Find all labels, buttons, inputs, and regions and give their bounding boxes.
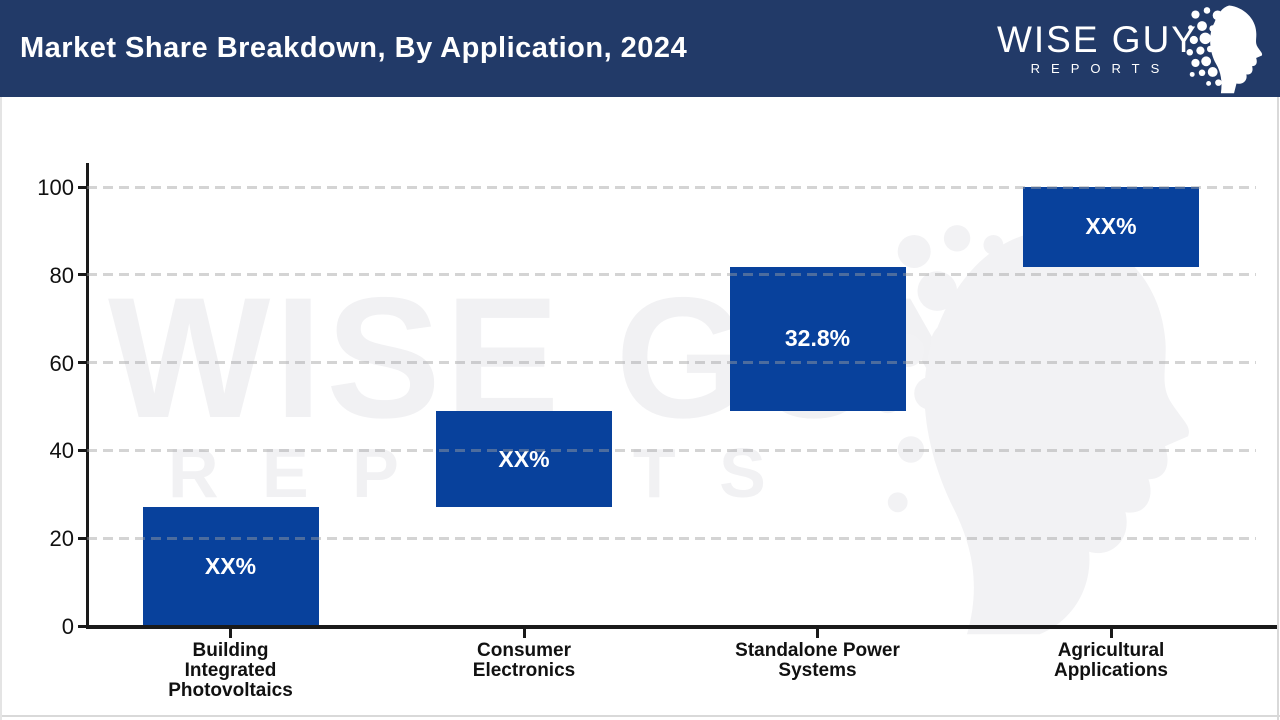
category-label-consumer-electronics: Consumer Electronics: [409, 641, 639, 681]
header: Market Share Breakdown, By Application, …: [0, 0, 1280, 97]
category-label-line: Applications: [1053, 660, 1168, 681]
bar-value-label-standalone-power-systems: 32.8%: [784, 325, 851, 352]
category-label-line: Photovoltaics: [168, 680, 293, 701]
watermark-head-icon: [874, 225, 1189, 635]
gridline-60: [87, 361, 1256, 365]
y-axis-spine: [86, 163, 89, 628]
category-label-line: Consumer: [477, 640, 571, 661]
chart-title: Market Share Breakdown, By Application, …: [20, 32, 688, 64]
category-label-line: Electronics: [472, 660, 576, 681]
category-label-line: Building: [192, 640, 269, 661]
figure-border-bottom: [0, 715, 1280, 717]
category-label-line: Agricultural: [1057, 640, 1165, 661]
y-tick-label-40: 40: [49, 438, 74, 464]
bar-value-label-building-integrated-photovoltaics: XX%: [204, 553, 257, 580]
bar-standalone-power-systems: 32.8%: [729, 266, 906, 411]
y-tick-label-20: 20: [49, 526, 74, 552]
logo-text: WISE GUY REPORTS: [996, 19, 1198, 77]
category-label-line: Integrated: [184, 660, 277, 681]
figure-border-left: [0, 0, 2, 720]
category-label-agricultural-applications: Agricultural Applications: [996, 641, 1226, 681]
y-tick-mark-100: [78, 185, 87, 189]
logo-subtitle: REPORTS: [1030, 61, 1171, 76]
gridline-100: [87, 185, 1256, 189]
x-tick-mark-standalone-power-systems: [816, 628, 819, 638]
y-tick-label-60: 60: [49, 350, 74, 376]
y-tick-mark-80: [78, 273, 87, 277]
y-tick-label-0: 0: [61, 614, 74, 639]
x-tick-mark-building-integrated-photovoltaics: [229, 628, 232, 638]
logo-head-icon: [1186, 5, 1263, 93]
gridline-20: [87, 536, 1256, 540]
gridline-80: [87, 273, 1256, 277]
x-axis-spine: [86, 625, 1277, 629]
x-tick-mark-consumer-electronics: [522, 628, 526, 638]
x-tick-mark-agricultural-applications: [1109, 628, 1113, 638]
bar-consumer-electronics: XX%: [436, 410, 612, 508]
category-label-building-integrated-photovoltaics: Building Integrated Photovoltaics: [116, 641, 346, 701]
y-tick-label-100: 100: [37, 175, 74, 200]
y-tick-mark-0: [78, 624, 87, 628]
logo-wordmark: WISE GUY: [996, 19, 1198, 60]
category-label-line: Standalone Power: [735, 640, 900, 661]
y-tick-mark-40: [78, 448, 87, 452]
bar-value-label-agricultural-applications: XX%: [1085, 213, 1137, 240]
bar-agricultural-applications: XX%: [1023, 187, 1199, 267]
category-label-standalone-power-systems: Standalone Power Systems: [703, 641, 933, 681]
bar-value-label-consumer-electronics: XX%: [498, 445, 550, 472]
y-tick-mark-60: [78, 361, 87, 365]
figure-border-right: [1277, 0, 1279, 720]
y-tick-mark-20: [78, 536, 87, 540]
wise-guy-reports-logo: WISE GUY REPORTS: [997, 3, 1266, 95]
bar-building-integrated-photovoltaics: XX%: [142, 507, 319, 626]
y-tick-label-80: 80: [49, 262, 74, 288]
gridline-40: [87, 448, 1256, 452]
category-label-line: Systems: [778, 660, 857, 681]
